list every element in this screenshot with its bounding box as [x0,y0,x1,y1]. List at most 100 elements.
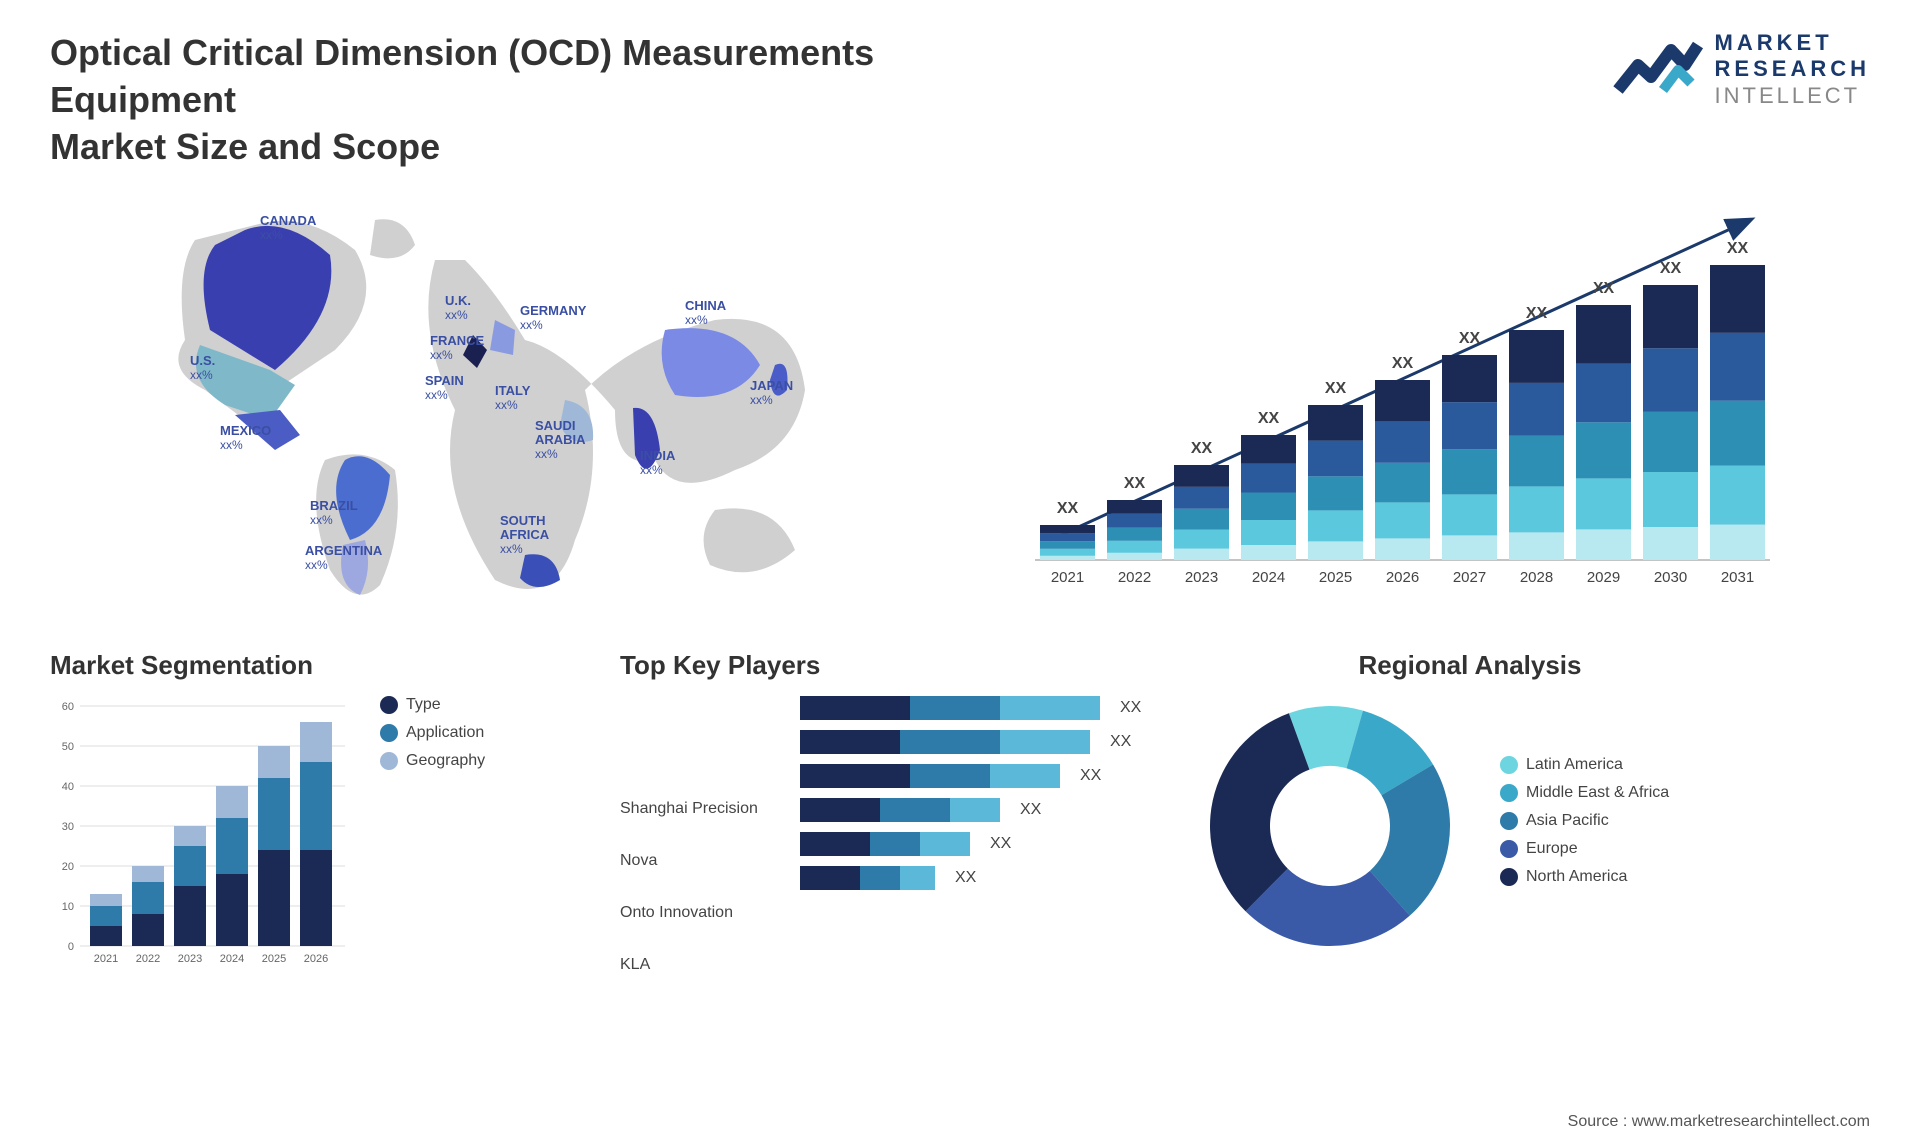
bar-segment [1000,730,1090,754]
svg-text:U.K.: U.K. [445,293,471,308]
svg-text:xx%: xx% [685,313,708,327]
svg-text:FRANCE: FRANCE [430,333,484,348]
legend-label: Application [406,724,484,742]
svg-text:xx%: xx% [305,558,328,572]
regional-legend: Latin America Middle East & Africa Asia Pa… [1500,756,1669,896]
bar-segment [800,866,860,890]
svg-text:xx%: xx% [260,228,283,242]
logo-icon [1613,35,1703,105]
bar-segment [920,832,970,856]
legend-label: Europe [1526,840,1578,858]
key-player-value: XX [1080,767,1101,785]
header: Optical Critical Dimension (OCD) Measure… [50,30,1870,170]
svg-text:2025: 2025 [1319,569,1352,586]
svg-text:XX: XX [1593,280,1615,297]
regional-panel: Regional Analysis Latin AmericaMiddle Ea… [1190,650,1750,990]
legend-label: Latin America [1526,756,1623,774]
svg-text:xx%: xx% [520,318,543,332]
world-map: CANADAxx%U.S.xx%MEXICOxx%BRAZILxx%ARGENT… [50,190,940,620]
svg-text:2025: 2025 [262,953,286,965]
svg-text:ITALY: ITALY [495,383,531,398]
legend-label: Middle East & Africa [1526,784,1669,802]
key-player-bar [800,696,1100,720]
svg-text:XX: XX [1325,380,1347,397]
key-players-title: Top Key Players [620,650,1140,681]
svg-text:2031: 2031 [1721,569,1754,586]
source-text: Source : www.marketresearchintellect.com [1568,1113,1870,1131]
svg-text:20: 20 [62,861,74,873]
svg-text:xx%: xx% [750,393,773,407]
svg-text:SPAIN: SPAIN [425,373,464,388]
bar-segment [800,832,870,856]
svg-text:XX: XX [1191,440,1213,457]
logo-text-3: INTELLECT [1715,83,1870,109]
svg-text:XX: XX [1727,240,1749,257]
segmentation-legend-item: Type [380,696,485,714]
regional-legend-item: Asia Pacific [1500,812,1669,830]
svg-text:2030: 2030 [1654,569,1687,586]
svg-text:xx%: xx% [190,368,213,382]
key-players-panel: Top Key Players Shanghai Precision Nova On… [620,650,1140,990]
segmentation-legend-item: Geography [380,752,485,770]
svg-text:2023: 2023 [1185,569,1218,586]
key-player-name: Onto Innovation [620,904,780,928]
bar-segment [900,730,1000,754]
svg-text:CHINA: CHINA [685,298,727,313]
key-player-row: XX [800,730,1141,754]
bar-segment [800,798,880,822]
svg-text:xx%: xx% [310,513,333,527]
svg-text:10: 10 [62,901,74,913]
svg-text:2024: 2024 [220,953,244,965]
svg-text:XX: XX [1459,330,1481,347]
segmentation-legend-item: Application [380,724,485,742]
legend-swatch [1500,868,1518,886]
svg-text:JAPAN: JAPAN [750,378,793,393]
legend-swatch [1500,812,1518,830]
svg-text:2021: 2021 [94,953,118,965]
key-player-value: XX [990,835,1011,853]
svg-text:50: 50 [62,741,74,753]
regional-legend-item: Latin America [1500,756,1669,774]
bottom-section: Market Segmentation 01020304050602021202… [50,650,1870,990]
logo-text-1: MARKET [1715,30,1870,56]
svg-text:2021: 2021 [1051,569,1084,586]
svg-text:INDIA: INDIA [640,448,676,463]
key-player-value: XX [1020,801,1041,819]
bar-segment [950,798,1000,822]
bar-segment [910,764,990,788]
svg-text:2023: 2023 [178,953,202,965]
regional-legend-item: North America [1500,868,1669,886]
svg-text:XX: XX [1660,260,1682,277]
svg-text:XX: XX [1057,500,1079,517]
svg-text:xx%: xx% [425,388,448,402]
svg-text:2026: 2026 [304,953,328,965]
page-title: Optical Critical Dimension (OCD) Measure… [50,30,1050,170]
key-players-chart: XX XX XX XX XX XX [800,696,1141,990]
svg-text:AFRICA: AFRICA [500,527,550,542]
key-player-value: XX [955,869,976,887]
top-section: CANADAxx%U.S.xx%MEXICOxx%BRAZILxx%ARGENT… [50,190,1870,620]
svg-text:XX: XX [1124,475,1146,492]
title-line-1: Optical Critical Dimension (OCD) Measure… [50,32,874,120]
key-player-names: Shanghai PrecisionNovaOnto InnovationKLA [620,696,780,990]
svg-text:2024: 2024 [1252,569,1285,586]
bar-segment [800,696,910,720]
svg-text:SAUDI: SAUDI [535,418,575,433]
svg-text:2022: 2022 [1118,569,1151,586]
key-player-name [620,748,780,772]
svg-text:MEXICO: MEXICO [220,423,271,438]
key-player-bar [800,730,1090,754]
legend-swatch [1500,756,1518,774]
segmentation-title: Market Segmentation [50,650,570,681]
key-player-bar [800,866,935,890]
svg-text:xx%: xx% [495,398,518,412]
svg-text:U.S.: U.S. [190,353,215,368]
bar-segment [860,866,900,890]
key-player-row: XX [800,798,1141,822]
svg-text:xx%: xx% [500,542,523,556]
key-player-name: Nova [620,852,780,876]
key-player-name: Shanghai Precision [620,800,780,824]
key-player-row: XX [800,696,1141,720]
bar-segment [910,696,1000,720]
svg-text:60: 60 [62,701,74,713]
